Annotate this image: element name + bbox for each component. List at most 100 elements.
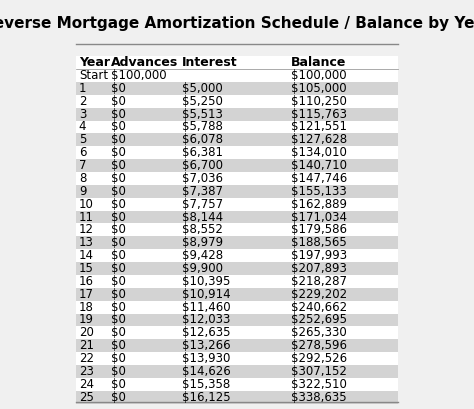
Text: $0: $0: [111, 391, 126, 404]
Text: $5,250: $5,250: [182, 95, 223, 108]
Text: $6,381: $6,381: [182, 146, 223, 159]
Text: $5,513: $5,513: [182, 108, 223, 121]
Text: Reverse Mortgage Amortization Schedule / Balance by Year: Reverse Mortgage Amortization Schedule /…: [0, 16, 474, 31]
Text: $12,635: $12,635: [182, 326, 230, 339]
Text: $6,700: $6,700: [182, 159, 223, 172]
Text: $0: $0: [111, 275, 126, 288]
Text: $322,510: $322,510: [291, 378, 347, 391]
Text: 4: 4: [79, 121, 86, 133]
Bar: [76, 185, 398, 198]
Text: $16,125: $16,125: [182, 391, 230, 404]
Text: $13,266: $13,266: [182, 339, 230, 352]
Text: $0: $0: [111, 108, 126, 121]
Text: $6,078: $6,078: [182, 133, 223, 146]
Text: $0: $0: [111, 365, 126, 378]
Text: $265,330: $265,330: [291, 326, 347, 339]
Bar: [76, 249, 398, 262]
Bar: [76, 326, 398, 339]
Text: 23: 23: [79, 365, 94, 378]
Bar: [76, 56, 398, 69]
Text: $240,662: $240,662: [291, 301, 347, 314]
Text: $11,460: $11,460: [182, 301, 230, 314]
Bar: [76, 159, 398, 172]
Text: $7,387: $7,387: [182, 185, 223, 198]
Bar: [76, 172, 398, 185]
Text: $207,893: $207,893: [291, 262, 347, 275]
Text: $188,565: $188,565: [291, 236, 347, 249]
Text: $8,552: $8,552: [182, 223, 223, 236]
Bar: [76, 301, 398, 314]
Bar: [76, 262, 398, 275]
Text: $9,428: $9,428: [182, 249, 223, 262]
Bar: [76, 69, 398, 82]
Text: $7,757: $7,757: [182, 198, 223, 211]
Text: 21: 21: [79, 339, 94, 352]
Text: Interest: Interest: [182, 56, 237, 69]
Text: $307,152: $307,152: [291, 365, 347, 378]
Text: $115,763: $115,763: [291, 108, 347, 121]
Bar: [76, 198, 398, 211]
Text: $100,000: $100,000: [111, 69, 166, 82]
Text: $292,526: $292,526: [291, 352, 347, 365]
Bar: [76, 391, 398, 404]
Text: $218,287: $218,287: [291, 275, 347, 288]
Text: 7: 7: [79, 159, 86, 172]
Bar: [76, 108, 398, 121]
Bar: [76, 352, 398, 365]
Bar: [76, 146, 398, 159]
Text: $0: $0: [111, 159, 126, 172]
Text: $110,250: $110,250: [291, 95, 347, 108]
Text: 6: 6: [79, 146, 86, 159]
Text: $10,395: $10,395: [182, 275, 230, 288]
Text: $0: $0: [111, 146, 126, 159]
Text: $162,889: $162,889: [291, 198, 347, 211]
Text: $10,914: $10,914: [182, 288, 230, 301]
Text: $5,788: $5,788: [182, 121, 223, 133]
Text: Advances: Advances: [111, 56, 178, 69]
Text: 1: 1: [79, 82, 86, 95]
Text: $7,036: $7,036: [182, 172, 223, 185]
Text: 24: 24: [79, 378, 94, 391]
Text: 5: 5: [79, 133, 86, 146]
Text: $127,628: $127,628: [291, 133, 347, 146]
Bar: [76, 288, 398, 301]
Text: $8,144: $8,144: [182, 211, 223, 224]
Text: 14: 14: [79, 249, 94, 262]
Text: 12: 12: [79, 223, 94, 236]
Text: 11: 11: [79, 211, 94, 224]
Text: $105,000: $105,000: [291, 82, 346, 95]
Text: $0: $0: [111, 133, 126, 146]
Text: 10: 10: [79, 198, 94, 211]
Text: 17: 17: [79, 288, 94, 301]
Text: $15,358: $15,358: [182, 378, 230, 391]
Text: $0: $0: [111, 236, 126, 249]
Text: $12,033: $12,033: [182, 313, 230, 326]
Text: 25: 25: [79, 391, 94, 404]
Bar: [76, 133, 398, 146]
Bar: [76, 365, 398, 378]
Text: $252,695: $252,695: [291, 313, 347, 326]
Bar: [76, 339, 398, 352]
Text: $0: $0: [111, 378, 126, 391]
Text: $0: $0: [111, 313, 126, 326]
Bar: [76, 121, 398, 133]
Text: $14,626: $14,626: [182, 365, 230, 378]
Text: $9,900: $9,900: [182, 262, 223, 275]
Text: $229,202: $229,202: [291, 288, 347, 301]
Text: $0: $0: [111, 82, 126, 95]
Text: $134,010: $134,010: [291, 146, 347, 159]
Text: 20: 20: [79, 326, 94, 339]
Text: $0: $0: [111, 288, 126, 301]
Text: 16: 16: [79, 275, 94, 288]
Text: $278,596: $278,596: [291, 339, 347, 352]
Text: $0: $0: [111, 172, 126, 185]
Text: $0: $0: [111, 301, 126, 314]
Text: $0: $0: [111, 262, 126, 275]
Bar: [76, 378, 398, 391]
Text: 8: 8: [79, 172, 86, 185]
Text: $0: $0: [111, 121, 126, 133]
Text: $0: $0: [111, 249, 126, 262]
Text: 18: 18: [79, 301, 94, 314]
Text: $0: $0: [111, 185, 126, 198]
Text: $171,034: $171,034: [291, 211, 347, 224]
